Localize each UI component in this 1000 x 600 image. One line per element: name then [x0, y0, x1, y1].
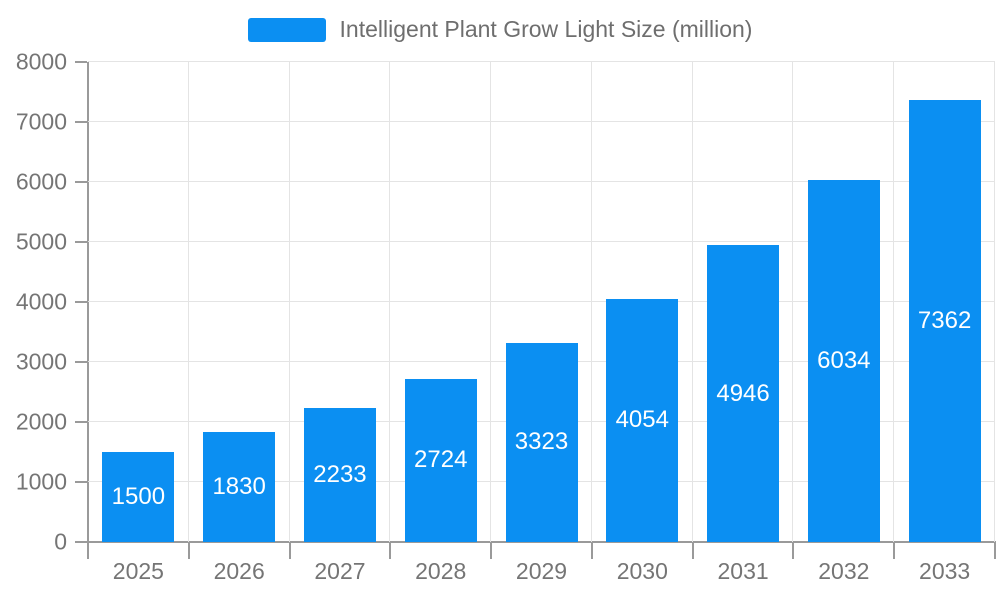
- y-tick-label: 7000: [15, 108, 67, 135]
- bar-value-label: 4054: [615, 406, 669, 434]
- bar-2030: 4054: [606, 298, 679, 542]
- bar-2032: 6034: [807, 179, 880, 542]
- y-tick-mark: [75, 241, 87, 243]
- gridline-horizontal: [88, 121, 995, 122]
- y-tick-label: 0: [54, 528, 67, 555]
- x-tick-mark: [187, 542, 190, 559]
- x-tick-label: 2031: [717, 558, 769, 584]
- gridline-horizontal: [88, 301, 995, 302]
- y-tick-mark: [75, 61, 87, 63]
- gridline-vertical: [389, 62, 391, 542]
- y-tick-label: 5000: [15, 228, 67, 255]
- x-tick-label: 2033: [919, 558, 971, 584]
- x-tick-label: 2029: [515, 558, 568, 584]
- plot-area: 1500 1830 2233 2724 3323 4054 4946 6034 7362: [88, 61, 995, 542]
- x-axis: 2025 2026 2027 2028 2029 2030 2031 2032 2033: [88, 558, 995, 586]
- x-tick-label: 2032: [818, 558, 870, 584]
- x-axis-tick-marks: [87, 542, 996, 559]
- bar-value-label: 7362: [917, 307, 972, 335]
- gridline-horizontal: [88, 61, 995, 62]
- gridline-vertical: [590, 62, 592, 542]
- gridline-vertical: [792, 62, 794, 542]
- x-tick-mark: [994, 542, 996, 559]
- gridline-horizontal: [88, 241, 995, 242]
- x-tick-mark: [288, 542, 291, 559]
- bar-value-label: 2233: [313, 461, 367, 489]
- gridline-vertical: [691, 62, 693, 542]
- x-tick-mark: [389, 542, 392, 559]
- y-tick-label: 2000: [15, 408, 67, 435]
- y-tick-mark: [75, 181, 87, 183]
- gridline-vertical: [994, 62, 995, 542]
- y-axis: 0 1000 2000 3000 4000 5000 6000 7000 8000: [0, 50, 87, 553]
- y-tick-mark: [75, 361, 87, 363]
- bar-value-label: 2724: [414, 446, 468, 474]
- y-tick-label: 3000: [15, 348, 67, 375]
- x-tick-mark: [792, 542, 795, 559]
- x-tick-label: 2026: [213, 558, 265, 584]
- x-tick-mark: [87, 542, 89, 559]
- bar-2031: 4946: [707, 245, 780, 542]
- y-tick-label: 6000: [15, 168, 67, 195]
- x-tick-mark: [590, 542, 593, 559]
- x-tick-mark: [893, 542, 896, 559]
- bar-2027: 2233: [303, 408, 376, 542]
- y-tick-mark: [75, 421, 87, 423]
- legend-label: Intelligent Plant Grow Light Size (milli…: [339, 16, 753, 42]
- bar-value-label: 1500: [111, 483, 166, 510]
- x-tick-label: 2027: [314, 558, 366, 584]
- y-tick-label: 8000: [15, 48, 67, 75]
- bar-2029: 3323: [505, 342, 578, 542]
- gridline-vertical: [288, 62, 290, 542]
- bar-value-label: 4946: [716, 379, 770, 407]
- gridline-vertical: [490, 62, 492, 542]
- y-tick-mark: [75, 121, 87, 123]
- bar-value-label: 6034: [817, 346, 871, 374]
- y-tick-mark: [75, 301, 87, 303]
- x-axis-line: [78, 541, 996, 543]
- x-tick-label: 2030: [616, 558, 668, 584]
- bar-2026: 1830: [203, 432, 276, 542]
- gridline-vertical: [187, 62, 189, 542]
- y-axis-line: [87, 62, 89, 543]
- gridline-horizontal: [88, 181, 995, 182]
- legend[interactable]: Intelligent Plant Grow Light Size (milli…: [0, 16, 1000, 43]
- bar-value-label: 1830: [212, 473, 266, 501]
- x-tick-mark: [691, 542, 694, 559]
- y-tick-mark: [75, 481, 87, 483]
- y-tick-label: 4000: [15, 288, 67, 315]
- y-tick-label: 1000: [15, 468, 67, 495]
- gridline-vertical: [893, 62, 895, 542]
- x-tick-mark: [490, 542, 493, 559]
- legend-swatch: [247, 17, 326, 42]
- bar-value-label: 3323: [514, 428, 569, 456]
- bar-2028: 2724: [404, 378, 477, 542]
- y-tick-mark: [75, 541, 87, 543]
- x-tick-label: 2025: [112, 558, 164, 584]
- bar-2033: 7362: [908, 100, 981, 542]
- bar-2025: 1500: [102, 452, 175, 542]
- x-tick-label: 2028: [415, 558, 467, 584]
